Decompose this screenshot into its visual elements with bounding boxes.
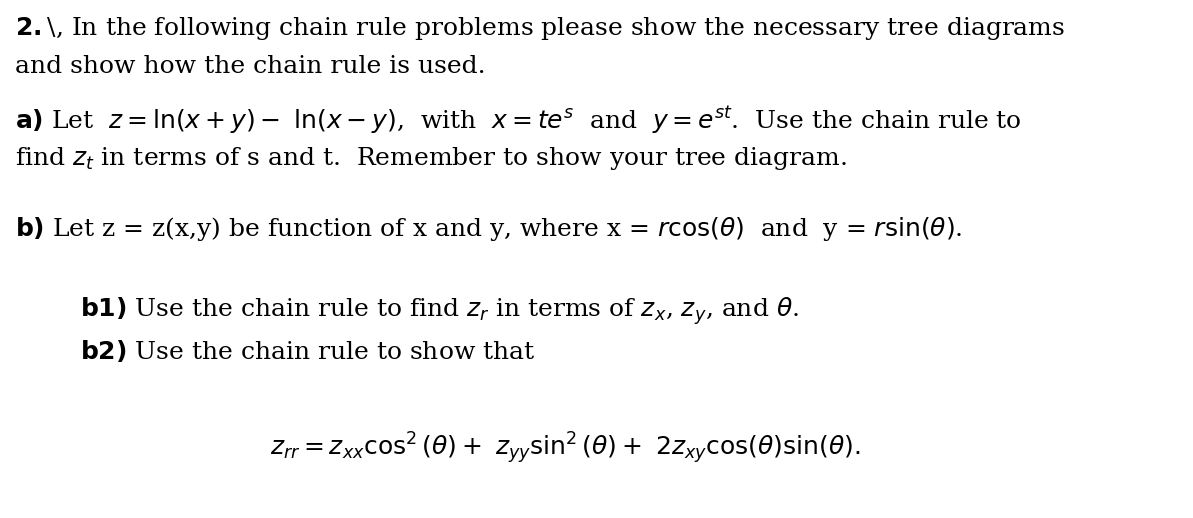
Text: $\mathbf{b)}$ Let z = z(x,y) be function of x and y, where x = $r\cos(\theta)$  : $\mathbf{b)}$ Let z = z(x,y) be function… bbox=[16, 215, 963, 243]
Text: $\mathbf{2.}$\, In the following chain rule problems please show the necessary t: $\mathbf{2.}$\, In the following chain r… bbox=[16, 15, 1065, 42]
Text: find $z_t$ in terms of s and t.  Remember to show your tree diagram.: find $z_t$ in terms of s and t. Remember… bbox=[16, 145, 847, 172]
Text: $z_{rr} = z_{xx}\cos^2(\theta) +\ z_{yy}\sin^2(\theta) +\ 2z_{xy}\cos(\theta)\si: $z_{rr} = z_{xx}\cos^2(\theta) +\ z_{yy}… bbox=[270, 430, 860, 466]
Text: $\mathbf{b2)}$ Use the chain rule to show that: $\mathbf{b2)}$ Use the chain rule to sho… bbox=[80, 338, 536, 364]
Text: $\mathbf{b1)}$ Use the chain rule to find $z_r$ in terms of $z_x$, $z_y$, and $\: $\mathbf{b1)}$ Use the chain rule to fin… bbox=[80, 295, 799, 327]
Text: $\mathbf{a)}$ Let  $z = \ln(x+y) -\ \ln(x-y)$,  with  $x = te^{s}$  and  $y = e^: $\mathbf{a)}$ Let $z = \ln(x+y) -\ \ln(x… bbox=[16, 105, 1021, 136]
Text: and show how the chain rule is used.: and show how the chain rule is used. bbox=[16, 55, 486, 78]
